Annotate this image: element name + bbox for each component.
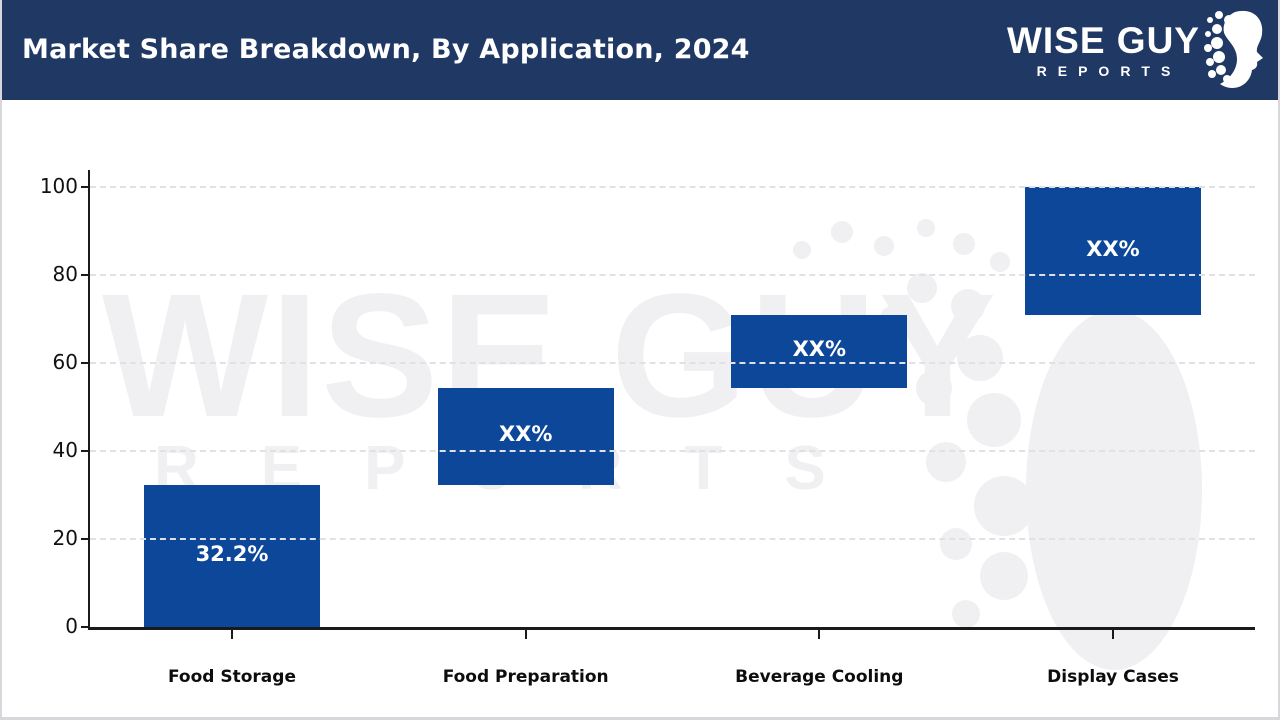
y-axis-tick-label: 60 bbox=[52, 350, 78, 374]
y-axis-tick-mark bbox=[81, 450, 89, 452]
y-axis-tick-mark bbox=[81, 538, 89, 540]
x-axis-category-label: Display Cases bbox=[1047, 667, 1179, 687]
bar-value-label: 32.2% bbox=[195, 542, 269, 567]
header: Market Share Breakdown, By Application, … bbox=[2, 0, 1278, 100]
bar-food-storage: 32.2% bbox=[144, 485, 320, 627]
x-axis-category-label: Food Preparation bbox=[442, 667, 609, 687]
x-axis-category-label: Food Storage bbox=[168, 667, 296, 687]
y-axis-tick-mark bbox=[81, 362, 89, 364]
y-axis-tick-label: 40 bbox=[52, 438, 78, 462]
bar-food-preparation: XX% bbox=[437, 387, 614, 486]
y-gridline bbox=[90, 450, 1255, 452]
bar-value-label: XX% bbox=[792, 337, 847, 362]
page-title: Market Share Breakdown, By Application, … bbox=[22, 34, 750, 65]
logo-face-icon bbox=[1204, 10, 1263, 89]
x-axis-tick-mark bbox=[818, 630, 821, 639]
bar-value-label: XX% bbox=[498, 422, 553, 447]
x-axis-category-label: Beverage Cooling bbox=[735, 667, 904, 687]
logo-wordmark-line2: REPORTS bbox=[1036, 63, 1182, 79]
y-axis-tick-mark bbox=[81, 274, 89, 276]
brand-logo: WISE GUY REPORTS bbox=[1007, 6, 1268, 94]
y-axis-tick-mark bbox=[81, 626, 89, 628]
y-gridline bbox=[90, 186, 1255, 188]
y-gridline bbox=[90, 538, 1255, 540]
y-axis-tick-label: 100 bbox=[39, 174, 78, 198]
watermark-face-dots-icon bbox=[793, 219, 1202, 670]
bar-display-cases: XX% bbox=[1025, 187, 1201, 315]
y-axis-tick-mark bbox=[81, 186, 89, 188]
y-axis-tick-label: 80 bbox=[52, 262, 78, 286]
x-axis-tick-mark bbox=[231, 630, 233, 639]
bar-beverage-cooling: XX% bbox=[731, 314, 908, 388]
logo-wordmark-line1: WISE GUY bbox=[1006, 20, 1200, 61]
y-axis-line bbox=[88, 170, 90, 629]
x-axis-tick-mark bbox=[524, 630, 527, 639]
x-axis-tick-mark bbox=[1112, 630, 1114, 639]
y-gridline bbox=[90, 274, 1255, 276]
x-axis-line bbox=[88, 627, 1255, 630]
y-gridline bbox=[90, 362, 1255, 364]
y-axis-tick-label: 0 bbox=[65, 614, 78, 638]
logo-wordmark: WISE GUY REPORTS bbox=[1007, 22, 1200, 78]
y-axis-tick-label: 20 bbox=[52, 526, 78, 550]
bar-value-label: XX% bbox=[1086, 236, 1140, 261]
